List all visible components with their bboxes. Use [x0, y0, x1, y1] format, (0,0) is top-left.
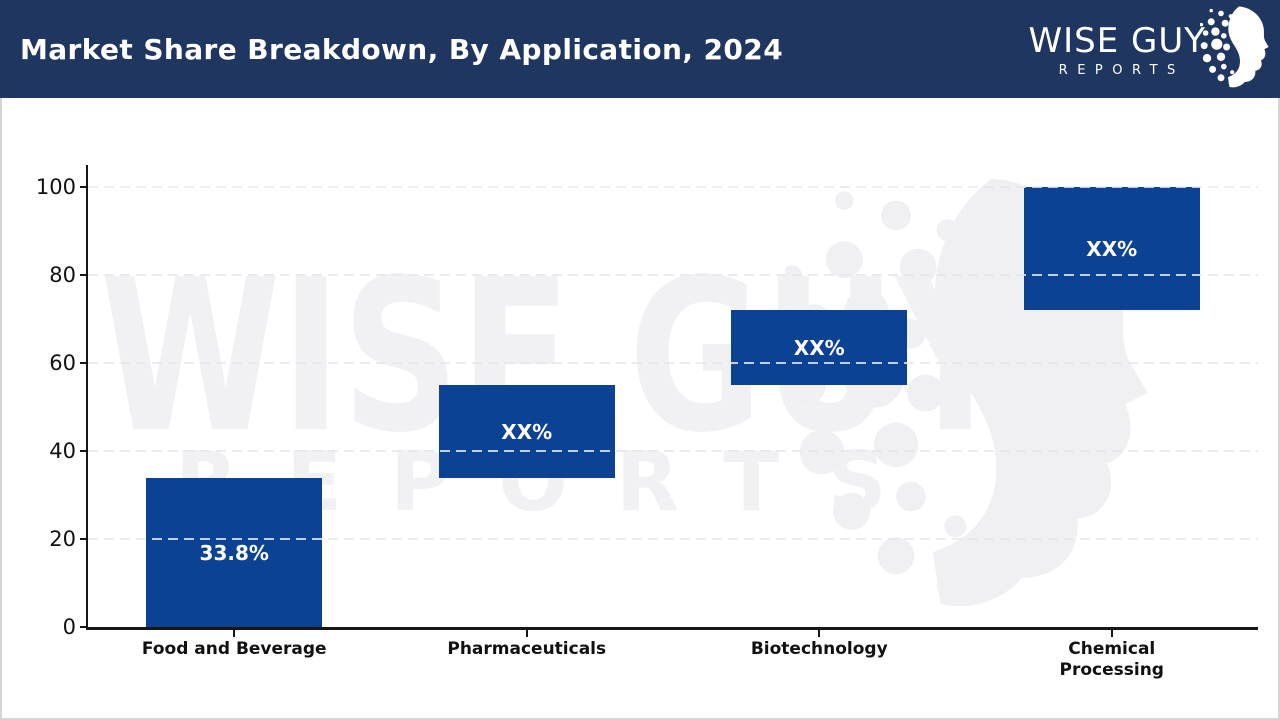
y-axis-spine	[86, 165, 88, 630]
y-axis-tick-label: 60	[49, 351, 76, 375]
x-axis-label-1: Pharmaceuticals	[447, 639, 607, 659]
y-axis-tick	[80, 626, 88, 628]
x-axis-tick	[818, 629, 821, 637]
y-axis-tick-label: 100	[35, 175, 76, 199]
y-axis-tick	[80, 538, 88, 540]
bar-0	[146, 478, 323, 627]
page-title: Market Share Breakdown, By Application, …	[20, 32, 784, 66]
y-axis-tick	[80, 186, 88, 188]
x-axis-tick	[233, 629, 236, 637]
bar-1	[438, 385, 615, 479]
bar-value-label-1: XX%	[501, 419, 553, 444]
x-axis-tick	[525, 629, 528, 637]
face-profile-dots-icon	[1199, 4, 1270, 94]
y-axis-tick-label: 80	[49, 263, 76, 287]
x-axis-label-0: Food and Beverage	[141, 639, 327, 659]
bar-2	[731, 310, 908, 386]
gridline-80	[88, 274, 1258, 276]
y-axis-tick-label: 0	[62, 615, 76, 639]
gridline-60	[88, 362, 1258, 364]
logo-wordmark: WISE GUY	[1028, 20, 1206, 61]
gridline-20	[88, 538, 1258, 540]
y-axis-tick	[80, 450, 88, 452]
bar-3	[1023, 187, 1200, 311]
wise-guy-reports-logo: WISE GUY REPORTS	[1028, 4, 1280, 94]
y-axis-tick-label: 20	[49, 527, 76, 551]
gridline-40	[88, 450, 1258, 452]
x-axis-tick	[1110, 629, 1113, 637]
y-axis-tick	[80, 274, 88, 276]
x-axis-label-3: Chemical Processing	[1059, 639, 1164, 680]
y-axis-tick	[80, 362, 88, 364]
y-axis-tick-label: 40	[49, 439, 76, 463]
gridline-100	[88, 186, 1258, 188]
logo-text: WISE GUY REPORTS	[1028, 21, 1206, 78]
bar-value-label-2: XX%	[793, 335, 845, 360]
bar-value-label-3: XX%	[1086, 236, 1138, 261]
logo-subtitle: REPORTS	[1058, 62, 1185, 78]
bar-value-label-0: 33.8%	[199, 540, 269, 565]
x-axis-spine	[86, 627, 1258, 630]
x-axis-label-2: Biotechnology	[750, 639, 888, 659]
header: Market Share Breakdown, By Application, …	[0, 0, 1280, 98]
